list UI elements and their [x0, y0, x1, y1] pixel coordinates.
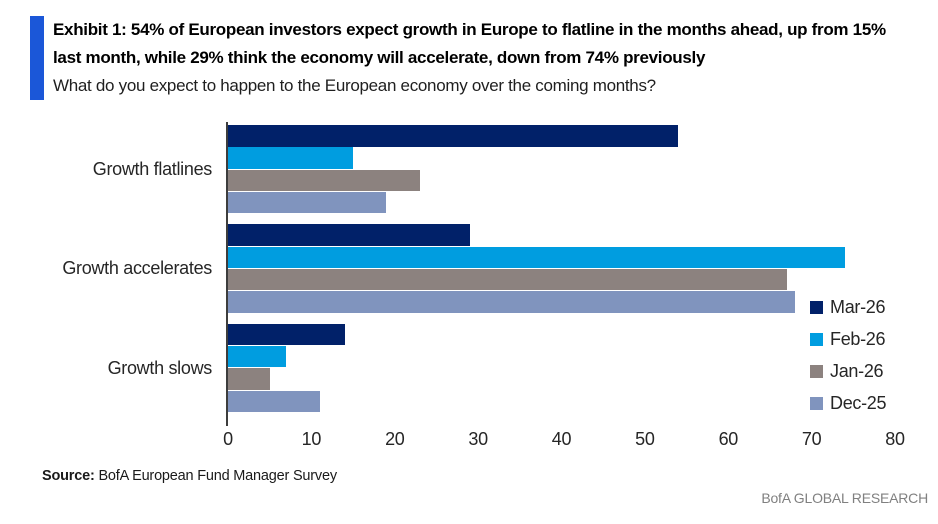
bar-mar-26 [228, 125, 679, 147]
bar-feb-26 [228, 246, 845, 269]
x-tick-label: 70 [801, 429, 822, 449]
legend-item-feb-26: Feb-26 [810, 323, 886, 355]
legend-label: Jan-26 [830, 360, 884, 381]
x-tick-label: 50 [635, 429, 655, 449]
legend-item-dec-25: Dec-25 [810, 387, 887, 419]
category-label: Growth slows [107, 357, 213, 378]
legend-item-mar-26: Mar-26 [810, 291, 886, 323]
x-tick-label: 30 [468, 429, 488, 449]
bar-jan-26 [228, 368, 270, 390]
bar-feb-26 [228, 147, 354, 169]
legend-label: Dec-25 [830, 392, 887, 413]
legend-swatch-icon [810, 300, 823, 314]
exhibit-accent-bar [30, 16, 44, 100]
legend: Mar-26 Feb-26 Jan-26 Dec-25 [810, 291, 887, 419]
exhibit-subtitle: What do you expect to happen to the Euro… [53, 76, 656, 95]
bar-feb-26 [228, 345, 287, 368]
bar-jan-26 [228, 169, 420, 192]
bar-dec-25 [228, 191, 387, 214]
source-line: Source: BofA European Fund Manager Surve… [42, 468, 337, 484]
legend-label: Feb-26 [830, 328, 886, 349]
branding-text: BofA GLOBAL RESEARCH [761, 490, 928, 506]
category-label: Growth accelerates [62, 258, 212, 279]
x-tick-label: 60 [718, 429, 739, 449]
y-axis-line [226, 122, 228, 426]
legend-swatch-icon [810, 332, 823, 346]
legend-label: Mar-26 [830, 296, 886, 317]
legend-swatch-icon [810, 396, 823, 410]
source-text: BofA European Fund Manager Survey [98, 468, 337, 484]
legend-item-jan-26: Jan-26 [810, 355, 886, 387]
bar-dec-25 [228, 291, 795, 313]
category-label: Growth flatlines [92, 159, 213, 180]
bar-dec-25 [228, 390, 320, 412]
x-tick-label: 0 [223, 429, 233, 449]
bar-mar-26 [228, 323, 345, 346]
x-tick-label: 20 [385, 429, 405, 449]
x-tick-label: 80 [885, 429, 905, 449]
exhibit-header-text: Exhibit 1: 54% of European investors exp… [53, 16, 915, 100]
legend-swatch-icon [810, 364, 823, 378]
x-tick-label: 10 [301, 429, 322, 449]
x-tick-label: 40 [551, 429, 572, 449]
exhibit-title: Exhibit 1: 54% of European investors exp… [53, 20, 886, 67]
bar-jan-26 [228, 268, 787, 291]
exhibit-header: Exhibit 1: 54% of European investors exp… [30, 16, 920, 100]
source-label: Source: [42, 468, 95, 484]
bar-mar-26 [228, 224, 470, 246]
